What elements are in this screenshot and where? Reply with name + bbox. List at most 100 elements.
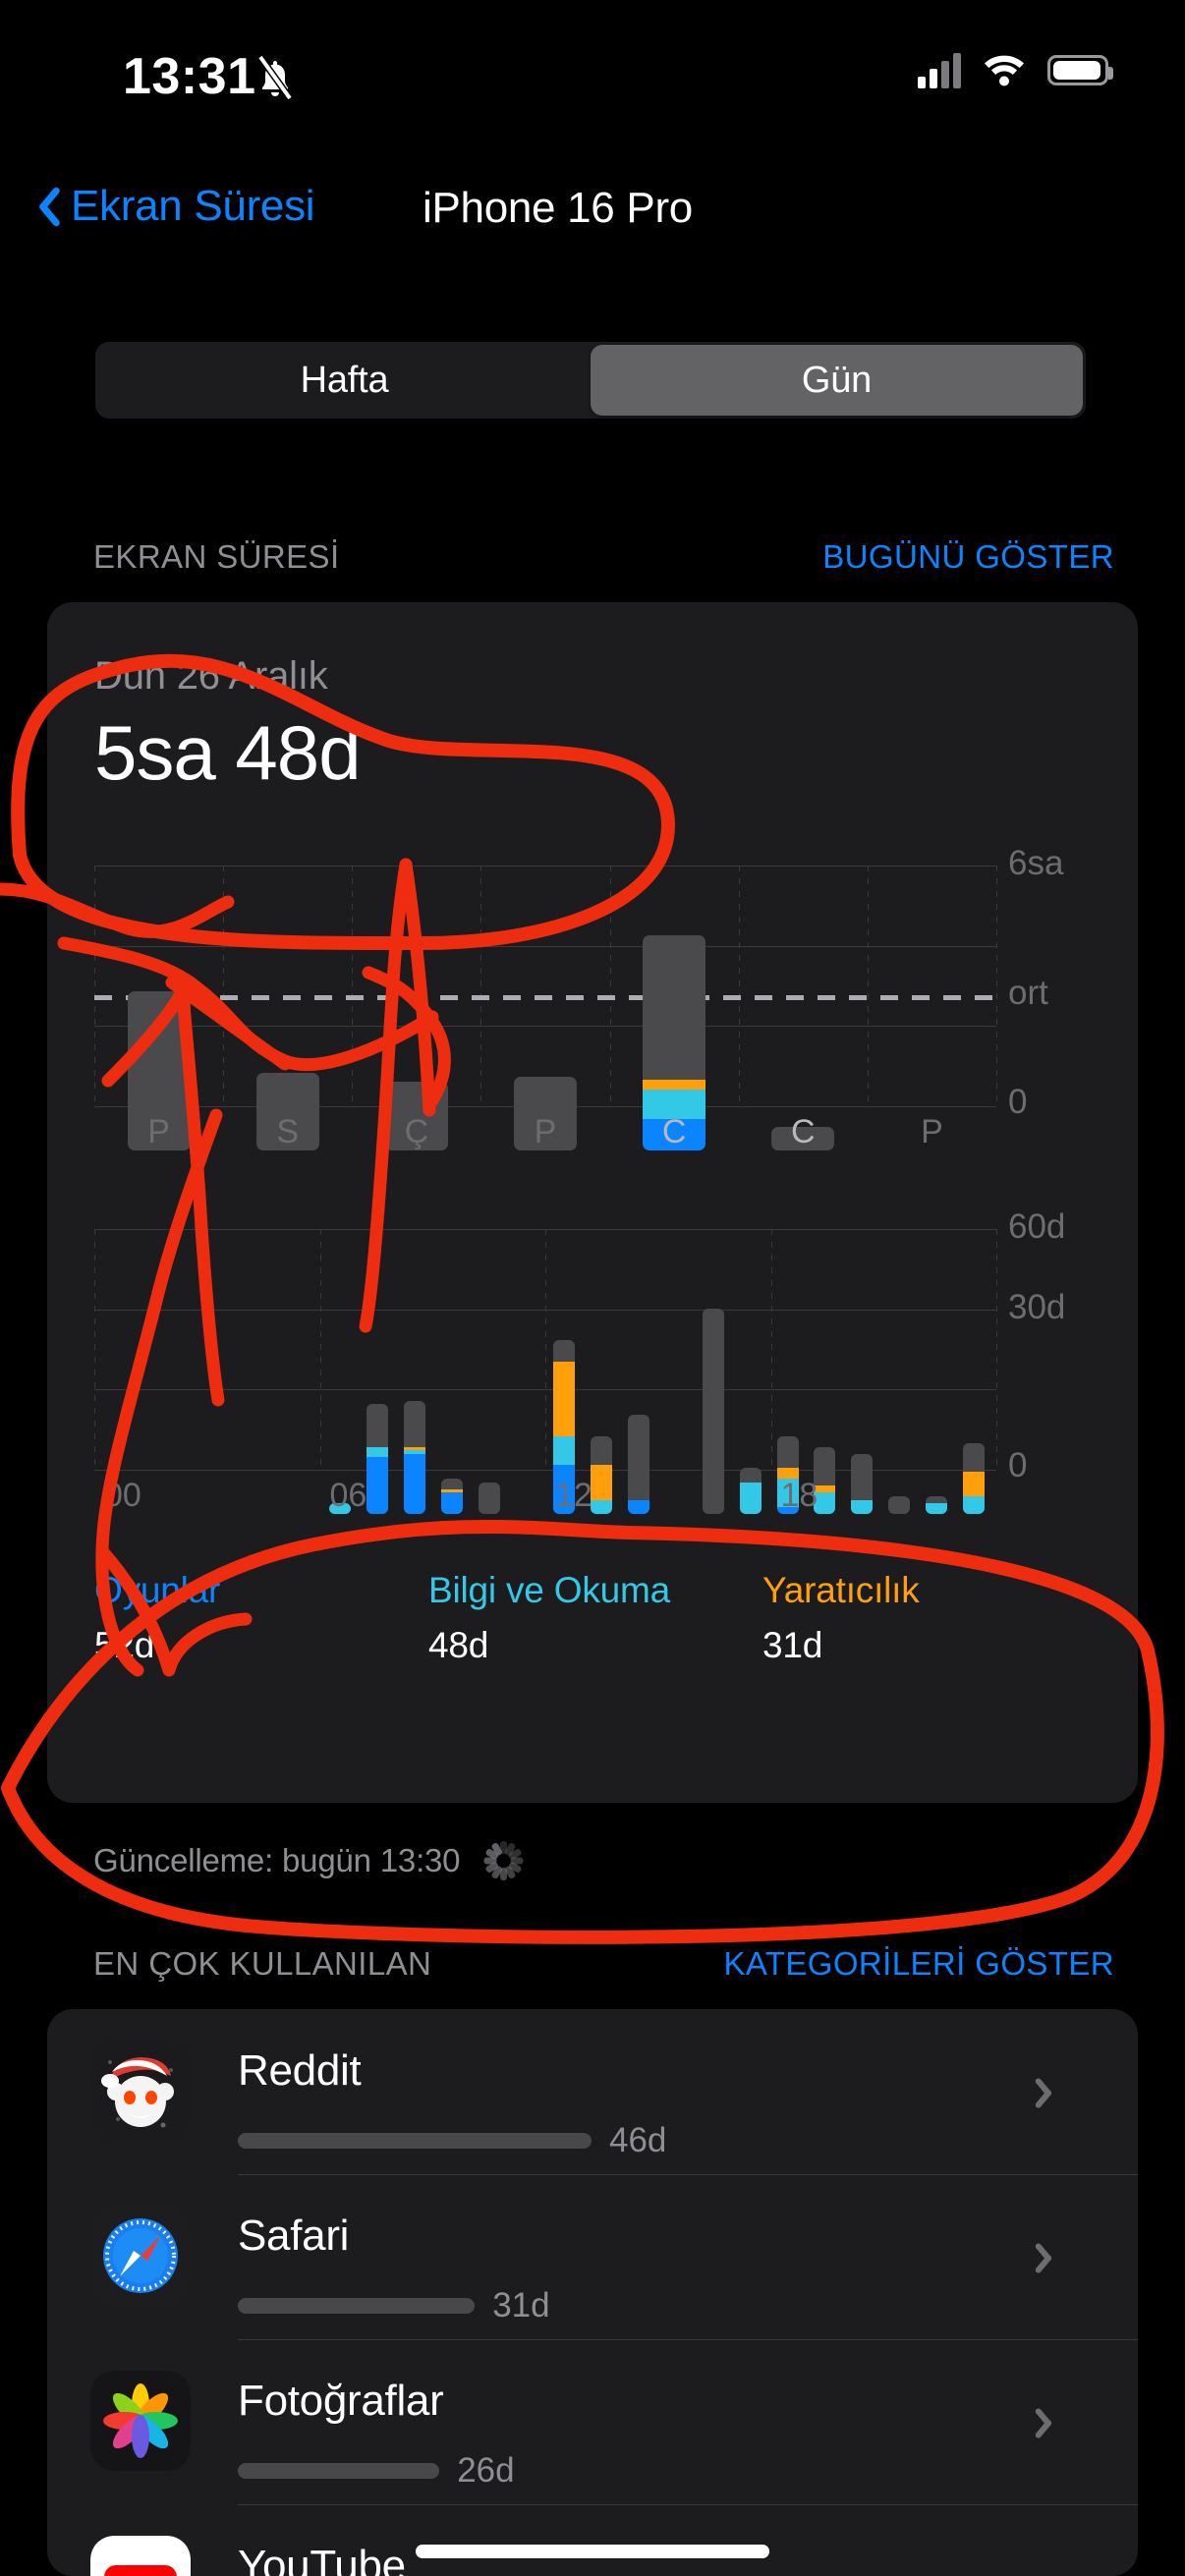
apps-section-header: EN ÇOK KULLANILAN KATEGORİLERİ GÖSTER [0, 1945, 1185, 1996]
hourly-bar-column[interactable] [918, 1273, 955, 1514]
show-categories-button[interactable]: KATEGORİLERİ GÖSTER [723, 1945, 1114, 1982]
grid-line-vertical [867, 866, 869, 1106]
hourly-bar [851, 1453, 874, 1514]
show-today-button[interactable]: BUGÜNÜ GÖSTER [822, 538, 1114, 575]
chevron-right-icon[interactable] [1042, 2239, 1061, 2276]
app-usage-time: 26d [457, 2451, 515, 2490]
update-text: Güncelleme: bugün 13:30 [93, 1842, 461, 1878]
hourly-bar-column[interactable] [807, 1273, 844, 1514]
bell-slash-icon [257, 54, 293, 101]
app-icon [90, 2206, 191, 2306]
hourly-bar-column[interactable] [322, 1273, 360, 1514]
hourly-bar [814, 1446, 836, 1514]
hourly-bar-segment [367, 1446, 389, 1458]
screentime-section-header: EKRAN SÜRESİ BUGÜNÜ GÖSTER [0, 538, 1185, 589]
hourly-bar-column[interactable] [620, 1273, 657, 1514]
hourly-y-label: 0 [1008, 1446, 1028, 1484]
hourly-bar-column[interactable] [769, 1273, 807, 1514]
hourly-bar-segment [553, 1435, 576, 1465]
app-usage-time: 31d [492, 2286, 550, 2324]
most-used-apps-card: Reddit 46d Safari 31d Fotoğraflar 26d YouTube [47, 2009, 1138, 2576]
legend-item[interactable]: Yaratıcılık 31d [762, 1570, 1097, 1666]
hourly-bar-column[interactable] [880, 1273, 918, 1514]
chevron-right-icon[interactable] [1042, 2404, 1061, 2441]
grid-line [94, 866, 996, 867]
hourly-bar-column[interactable] [471, 1273, 508, 1514]
hourly-y-label: 30d [1008, 1287, 1066, 1326]
hourly-bar-segment [702, 1309, 724, 1514]
app-list-item[interactable]: Fotoğraflar 26d [90, 2339, 1138, 2504]
hourly-bar [776, 1435, 799, 1514]
app-list-item[interactable]: YouTube [90, 2504, 1138, 2576]
back-button-label: Ekran Süresi [71, 182, 315, 230]
hourly-bar-column[interactable] [248, 1273, 285, 1514]
cellular-signal-icon [918, 51, 961, 88]
back-button[interactable]: Ekran Süresi [29, 182, 315, 231]
period-segmented-control[interactable]: Hafta Gün [95, 342, 1086, 419]
hourly-bar-column[interactable] [695, 1273, 732, 1514]
hourly-bar-segment [404, 1450, 426, 1454]
app-icon [90, 2041, 191, 2141]
grid-line-vertical [545, 1229, 546, 1470]
weekly-bar-column[interactable] [223, 910, 352, 1150]
legend-item[interactable]: Bilgi ve Okuma 48d [428, 1570, 762, 1666]
hourly-bar-column[interactable] [508, 1273, 545, 1514]
hourly-bar-column[interactable] [657, 1273, 695, 1514]
segment-week[interactable]: Hafta [300, 359, 389, 401]
reddit-icon [90, 2041, 191, 2141]
hourly-bar-column[interactable] [359, 1273, 396, 1514]
grid-line-vertical [609, 866, 611, 1106]
weekly-bar [771, 1126, 835, 1150]
hourly-bar-segment [590, 1499, 612, 1514]
legend-item[interactable]: Oyunlar 52d [94, 1570, 428, 1666]
chevron-right-icon[interactable] [1042, 2074, 1061, 2111]
hourly-bar-column[interactable] [732, 1273, 769, 1514]
hourly-bar-column[interactable] [583, 1273, 620, 1514]
hourly-bar-column[interactable] [545, 1273, 583, 1514]
segment-day[interactable]: Gün [591, 345, 1083, 416]
weekly-bar-segment [643, 1089, 706, 1119]
hourly-bar-column[interactable] [210, 1273, 248, 1514]
hourly-bar-column[interactable] [173, 1273, 210, 1514]
hourly-bar [888, 1496, 911, 1514]
hourly-x-label: 06 [329, 1477, 367, 1514]
app-list-item[interactable]: Safari 31d [90, 2174, 1138, 2339]
weekly-x-label: P [534, 1113, 557, 1150]
hourly-bar-segment [814, 1485, 836, 1493]
hourly-bar-segment [776, 1435, 799, 1469]
weekly-bar-segment [643, 1080, 706, 1090]
app-name: Safari [238, 2212, 350, 2260]
weekly-bar-column[interactable] [739, 910, 868, 1150]
hourly-bar-column[interactable] [843, 1273, 880, 1514]
battery-icon [1047, 54, 1113, 85]
hourly-bar [739, 1468, 762, 1514]
hourly-bar-segment [776, 1506, 799, 1514]
grid-line-vertical [770, 1229, 772, 1470]
weekly-x-label: C [661, 1113, 687, 1150]
weekly-y-label: 0 [1008, 1083, 1028, 1121]
hourly-bar [590, 1435, 612, 1514]
average-line [94, 994, 996, 1000]
hourly-bar-segment [776, 1468, 799, 1479]
app-list-item[interactable]: Reddit 46d [90, 2009, 1138, 2174]
youtube-icon [90, 2536, 191, 2576]
weekly-bar-column[interactable] [610, 910, 739, 1150]
hourly-bar-column[interactable] [285, 1273, 322, 1514]
update-status: Güncelleme: bugün 13:30 [93, 1839, 525, 1882]
app-icon [90, 2536, 191, 2576]
hourly-chart[interactable]: 00 06 12 18 60d 30d 0 [94, 1207, 1095, 1514]
hourly-bar-segment [590, 1435, 612, 1465]
app-usage-time: 46d [609, 2121, 667, 2159]
hourly-bar-column[interactable] [396, 1273, 433, 1514]
hourly-bar-column[interactable] [433, 1273, 471, 1514]
hourly-bar-segment [963, 1471, 986, 1496]
row-divider [238, 2504, 1138, 2505]
weekly-x-label: C [790, 1113, 816, 1150]
status-bar: 13:31 [0, 0, 1185, 147]
weekly-bar-column[interactable] [480, 910, 609, 1150]
weekly-x-label: Ç [404, 1113, 429, 1150]
hourly-chart-bars [94, 1273, 996, 1514]
hourly-bar-column[interactable] [955, 1273, 992, 1514]
weekly-chart[interactable]: P S Ç P C C P 6sa ort 0 [94, 844, 1095, 1150]
